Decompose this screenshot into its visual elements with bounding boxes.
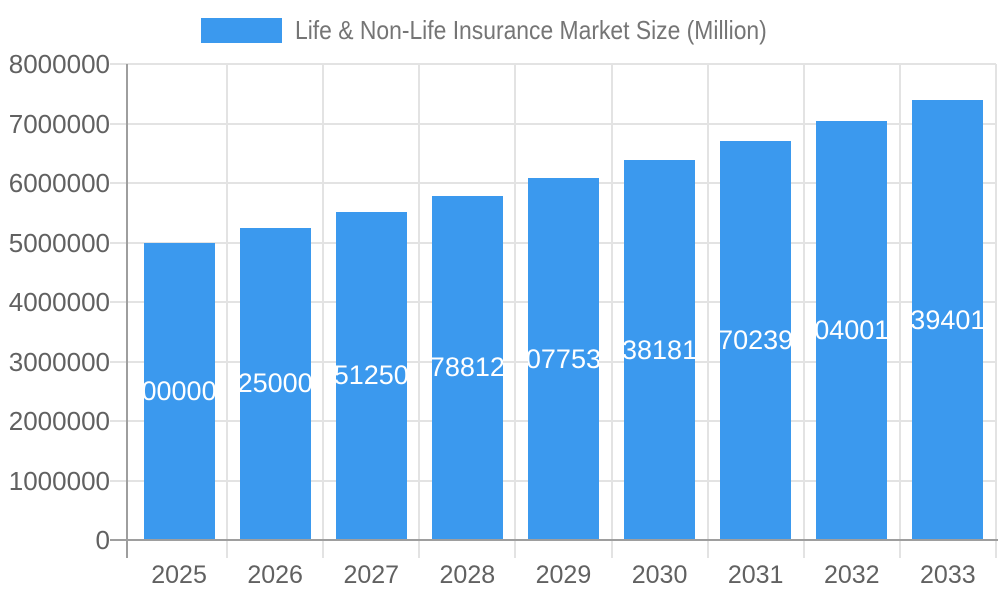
legend-item[interactable]: Life & Non-Life Insurance Market Size (M… (201, 15, 831, 45)
y-axis-line (126, 64, 128, 558)
bar-value-label: 6702390 (720, 325, 792, 356)
bar-2031[interactable]: 6702390 (720, 141, 792, 540)
x-tick-label: 2026 (247, 561, 303, 589)
x-tick-label: 2028 (439, 561, 496, 589)
y-tick-label: 6000000 (8, 168, 110, 198)
y-tick-label: 5000000 (8, 227, 110, 258)
bar-value-label: 6381810 (624, 334, 696, 365)
x-tick-label: 2027 (343, 561, 400, 589)
gridline-horizontal (110, 63, 996, 65)
bar-2028[interactable]: 5788125 (431, 195, 503, 540)
gridline-vertical (994, 64, 997, 558)
bar-value-label: 5512500 (335, 360, 407, 391)
gridline-vertical (802, 64, 805, 558)
x-tick-label: 2030 (631, 561, 688, 589)
bar-2029[interactable]: 6077531 (527, 178, 599, 540)
x-tick-label: 2033 (920, 561, 976, 589)
bar-value-label: 7394010 (912, 304, 984, 335)
bar-2032[interactable]: 7040010 (816, 121, 888, 540)
y-tick-label: 1000000 (8, 465, 110, 496)
bar-2030[interactable]: 6381810 (624, 160, 696, 540)
bar-value-label: 5000000 (143, 375, 215, 406)
gridline-vertical (514, 64, 517, 558)
bar-2027[interactable]: 5512500 (335, 212, 407, 540)
y-tick-label: 0 (95, 525, 110, 555)
x-tick-label: 2029 (535, 561, 592, 589)
x-tick-label: 2032 (823, 561, 880, 589)
x-axis-line (110, 538, 998, 541)
x-tick-label: 2025 (151, 561, 207, 589)
gridline-vertical (610, 64, 613, 558)
gridline-vertical (226, 64, 229, 558)
x-tick-label: 2031 (727, 561, 784, 589)
gridline-vertical (418, 64, 421, 558)
gridline-vertical (322, 64, 325, 558)
bar-value-label: 5788125 (431, 352, 503, 383)
bar-2033[interactable]: 7394010 (912, 100, 984, 540)
bar-value-label: 5250000 (239, 368, 311, 399)
gridline-vertical (898, 64, 901, 558)
y-tick-label: 2000000 (8, 406, 110, 436)
y-tick-label: 7000000 (8, 108, 110, 139)
bar-2025[interactable]: 5000000 (143, 242, 215, 540)
legend-swatch (201, 18, 282, 43)
y-tick-label: 3000000 (8, 346, 110, 377)
gridline-vertical (706, 64, 709, 558)
gridline-horizontal (110, 122, 996, 125)
bar-value-label: 6077531 (527, 343, 599, 374)
bar-2026[interactable]: 5250000 (239, 227, 311, 540)
y-tick-label: 8000000 (8, 49, 110, 79)
legend-label: Life & Non-Life Insurance Market Size (M… (295, 15, 767, 45)
y-tick-label: 4000000 (8, 287, 110, 317)
bar-value-label: 7040010 (816, 315, 888, 346)
